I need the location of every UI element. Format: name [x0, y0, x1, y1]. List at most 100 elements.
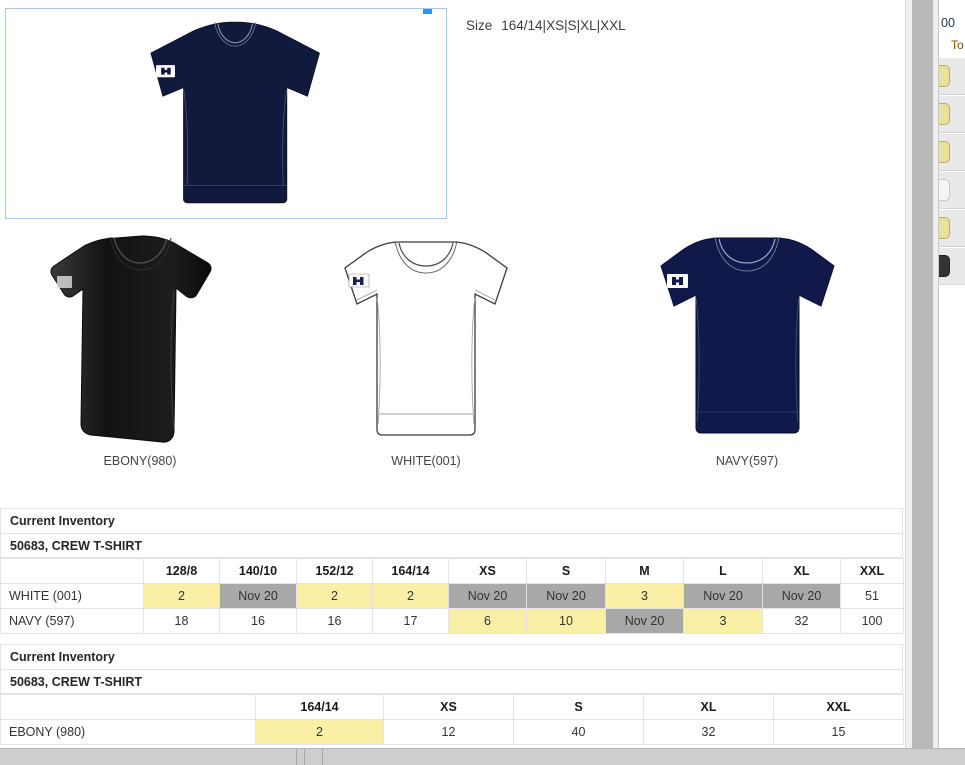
inventory-1-col-0: 128/8	[143, 558, 220, 584]
inventory-2-table: 164/14 XS S XL XXL EBONY (980) 2 12 40 3…	[0, 694, 904, 745]
variant-white-caption: WHITE(001)	[391, 454, 461, 468]
inventory-1-row-1-label: NAVY (597)	[0, 608, 144, 634]
variant-white[interactable]: WHITE(001)	[286, 228, 566, 478]
list-item[interactable]	[939, 172, 965, 209]
inventory-1-cell-0-8: Nov 20	[762, 583, 841, 609]
variant-ebony-thumb[interactable]	[0, 228, 280, 450]
product-detail-pane: Size 164/14|XS|S|XL|XXL	[0, 8, 905, 745]
swatch-chip[interactable]	[939, 103, 950, 125]
inventory-1-col-9: XXL	[840, 558, 904, 584]
table-row: EBONY (980) 2 12 40 32 15	[0, 719, 904, 745]
vertical-scrollbar-thumb[interactable]	[912, 0, 933, 748]
inventory-1-cell-1-5: 10	[526, 608, 606, 634]
inventory-1-cell-1-4: 6	[448, 608, 527, 634]
inventory-1-cell-1-0: 18	[143, 608, 220, 634]
variant-navy[interactable]: NAVY(597)	[607, 228, 887, 478]
inventory-1-col-7: L	[683, 558, 763, 584]
variant-white-thumb[interactable]	[286, 228, 566, 450]
inventory-1-cell-1-8: 32	[762, 608, 841, 634]
list-item[interactable]	[939, 210, 965, 247]
white-shirt-image	[344, 240, 508, 436]
color-variant-row: EBONY(980)	[0, 228, 905, 478]
inventory-1-cell-0-0: 2	[143, 583, 220, 609]
inventory-2-cell-0-2: 40	[513, 719, 644, 745]
size-line: Size 164/14|XS|S|XL|XXL	[466, 18, 626, 33]
table-row: WHITE (001) 2 Nov 20 2 2 Nov 20 Nov 20 3…	[0, 583, 904, 609]
inventory-1-cell-0-7: Nov 20	[683, 583, 763, 609]
bottom-bar-divider	[296, 749, 297, 765]
list-item[interactable]	[939, 248, 965, 285]
inventory-1-cell-1-6: Nov 20	[605, 608, 684, 634]
swatch-chip[interactable]	[939, 179, 950, 201]
inventory-1-cell-1-7: 3	[683, 608, 763, 634]
inventory-2-row-0-label: EBONY (980)	[0, 719, 256, 745]
inventory-2-corner	[0, 694, 256, 720]
hero-image-box[interactable]	[5, 8, 447, 219]
navy-shirt-image	[660, 236, 835, 434]
inventory-2-header-row: 164/14 XS S XL XXL	[0, 694, 904, 720]
inventory-1-col-6: M	[605, 558, 684, 584]
variant-navy-thumb[interactable]	[607, 228, 887, 450]
inventory-1-title: Current Inventory	[0, 508, 903, 533]
inventory-2-cell-0-0: 2	[255, 719, 384, 745]
right-panel-number-fragment: 00	[941, 16, 955, 30]
ebony-shirt-image	[50, 235, 212, 443]
inventory-1-header-row: 128/8 140/10 152/12 164/14 XS S M L XL X…	[0, 558, 904, 584]
inventory-2-col-0: 164/14	[255, 694, 384, 720]
inventory-1-cell-0-3: 2	[372, 583, 449, 609]
list-item[interactable]	[939, 96, 965, 133]
inventory-1-subtitle: 50683, CREW T-SHIRT	[0, 533, 903, 558]
hero-selection-marker	[423, 9, 432, 14]
inventory-1-cell-0-5: Nov 20	[526, 583, 606, 609]
inventory-1-cell-0-1: Nov 20	[219, 583, 297, 609]
variant-navy-caption: NAVY(597)	[715, 454, 779, 468]
right-panel-column-fragment: To	[951, 38, 964, 52]
swatch-chip[interactable]	[939, 65, 950, 87]
inventory-1-cell-0-6: 3	[605, 583, 684, 609]
swatch-chip[interactable]	[939, 141, 950, 163]
inventory-1-col-4: XS	[448, 558, 527, 584]
variant-ebony[interactable]: EBONY(980)	[0, 228, 280, 478]
inventory-1-table: 128/8 140/10 152/12 164/14 XS S M L XL X…	[0, 558, 904, 634]
list-item[interactable]	[939, 58, 965, 95]
vertical-scrollbar[interactable]	[905, 0, 938, 748]
inventory-2-title: Current Inventory	[0, 644, 903, 669]
bottom-bar-divider	[322, 749, 323, 765]
size-value: 164/14|XS|S|XL|XXL	[501, 18, 626, 33]
inventory-1-cell-1-1: 16	[219, 608, 297, 634]
inventory-1-cell-0-4: Nov 20	[448, 583, 527, 609]
inventory-1-cell-1-2: 16	[296, 608, 373, 634]
inventory-2-cell-0-3: 32	[643, 719, 774, 745]
inventory-1-col-3: 164/14	[372, 558, 449, 584]
right-side-panel: 00 To	[938, 0, 965, 748]
inventory-2-col-4: XXL	[773, 694, 904, 720]
size-label: Size	[466, 18, 493, 33]
inventory-block-2: Current Inventory 50683, CREW T-SHIRT 16…	[0, 644, 904, 745]
inventory-2-subtitle: 50683, CREW T-SHIRT	[0, 669, 903, 694]
inventory-1-col-5: S	[526, 558, 606, 584]
table-row: NAVY (597) 18 16 16 17 6 10 Nov 20 3 32 …	[0, 608, 904, 634]
inventory-1-corner	[0, 558, 144, 584]
inventory-1-cell-1-9: 100	[840, 608, 904, 634]
inventory-2-col-2: S	[513, 694, 644, 720]
inventory-1-cell-1-3: 17	[372, 608, 449, 634]
variant-ebony-caption: EBONY(980)	[103, 454, 177, 468]
inventory-block-1: Current Inventory 50683, CREW T-SHIRT 12…	[0, 508, 904, 634]
swatch-chip[interactable]	[939, 217, 950, 239]
inventory-1-cell-0-9: 51	[840, 583, 904, 609]
inventory-1-col-8: XL	[762, 558, 841, 584]
inventory-2-col-1: XS	[383, 694, 514, 720]
hero-shirt-image	[150, 21, 320, 204]
inventory-2-col-3: XL	[643, 694, 774, 720]
inventory-1-col-2: 152/12	[296, 558, 373, 584]
list-item[interactable]	[939, 134, 965, 171]
bottom-bar-divider	[304, 749, 305, 765]
inventory-1-cell-0-2: 2	[296, 583, 373, 609]
swatch-chip[interactable]	[939, 255, 950, 277]
inventory-2-cell-0-1: 12	[383, 719, 514, 745]
inventory-2-cell-0-4: 15	[773, 719, 904, 745]
horizontal-scroll-bar[interactable]	[0, 748, 965, 765]
inventory-1-row-0-label: WHITE (001)	[0, 583, 144, 609]
inventory-1-col-1: 140/10	[219, 558, 297, 584]
